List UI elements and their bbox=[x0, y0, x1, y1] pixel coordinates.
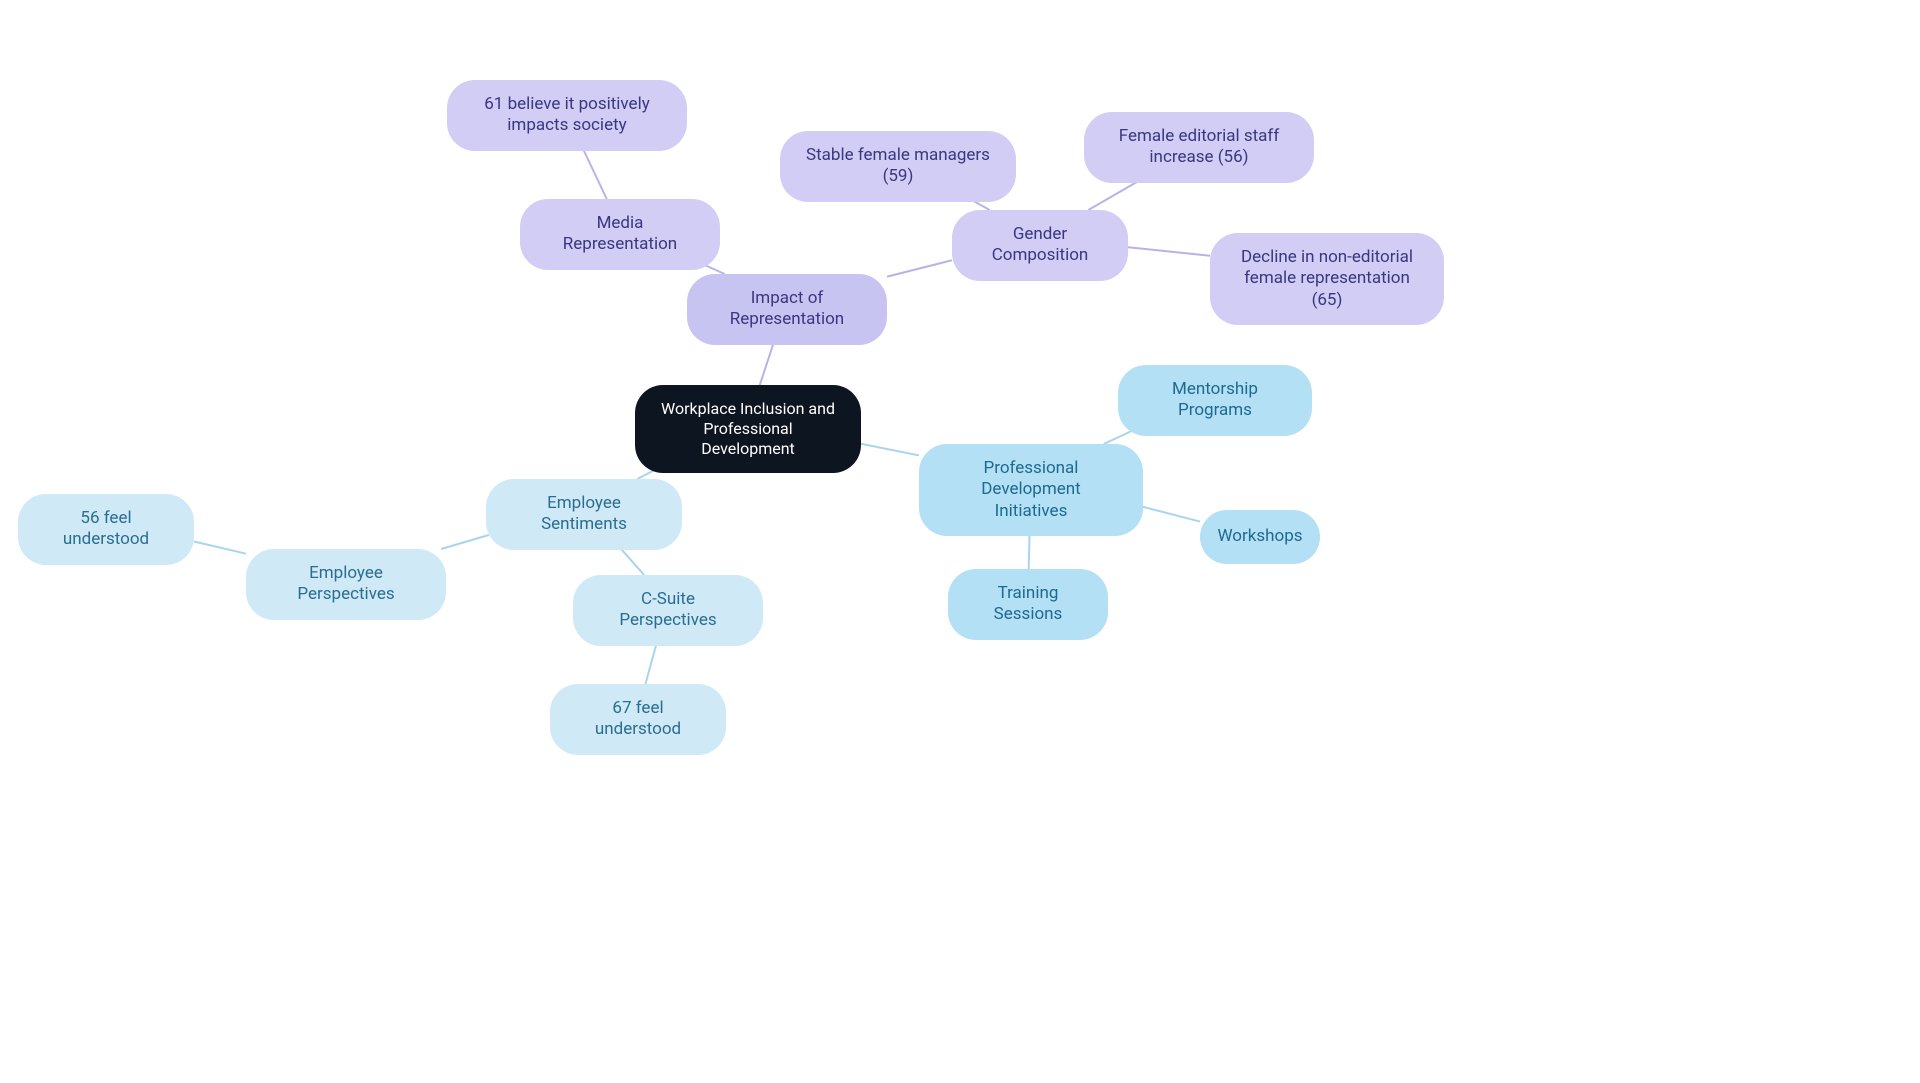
node-training: Training Sessions bbox=[948, 569, 1108, 640]
node-stable: Stable female managers (59) bbox=[780, 131, 1016, 202]
node-believe61: 61 believe it positively impacts society bbox=[447, 80, 687, 151]
node-csuite: C-Suite Perspectives bbox=[573, 575, 763, 646]
node-feel56: 56 feel understood bbox=[18, 494, 194, 565]
node-impact: Impact of Representation bbox=[687, 274, 887, 345]
node-female-inc: Female editorial staff increase (56) bbox=[1084, 112, 1314, 183]
node-root: Workplace Inclusion and Professional Dev… bbox=[635, 385, 861, 473]
node-sentiments: Employee Sentiments bbox=[486, 479, 682, 550]
node-emp-persp: Employee Perspectives bbox=[246, 549, 446, 620]
node-feel67: 67 feel understood bbox=[550, 684, 726, 755]
node-media: Media Representation bbox=[520, 199, 720, 270]
node-gender: Gender Composition bbox=[952, 210, 1128, 281]
node-mentor: Mentorship Programs bbox=[1118, 365, 1312, 436]
node-workshops: Workshops bbox=[1200, 510, 1320, 564]
node-decline: Decline in non-editorial female represen… bbox=[1210, 233, 1444, 325]
node-prof-dev: Professional Development Initiatives bbox=[919, 444, 1143, 536]
